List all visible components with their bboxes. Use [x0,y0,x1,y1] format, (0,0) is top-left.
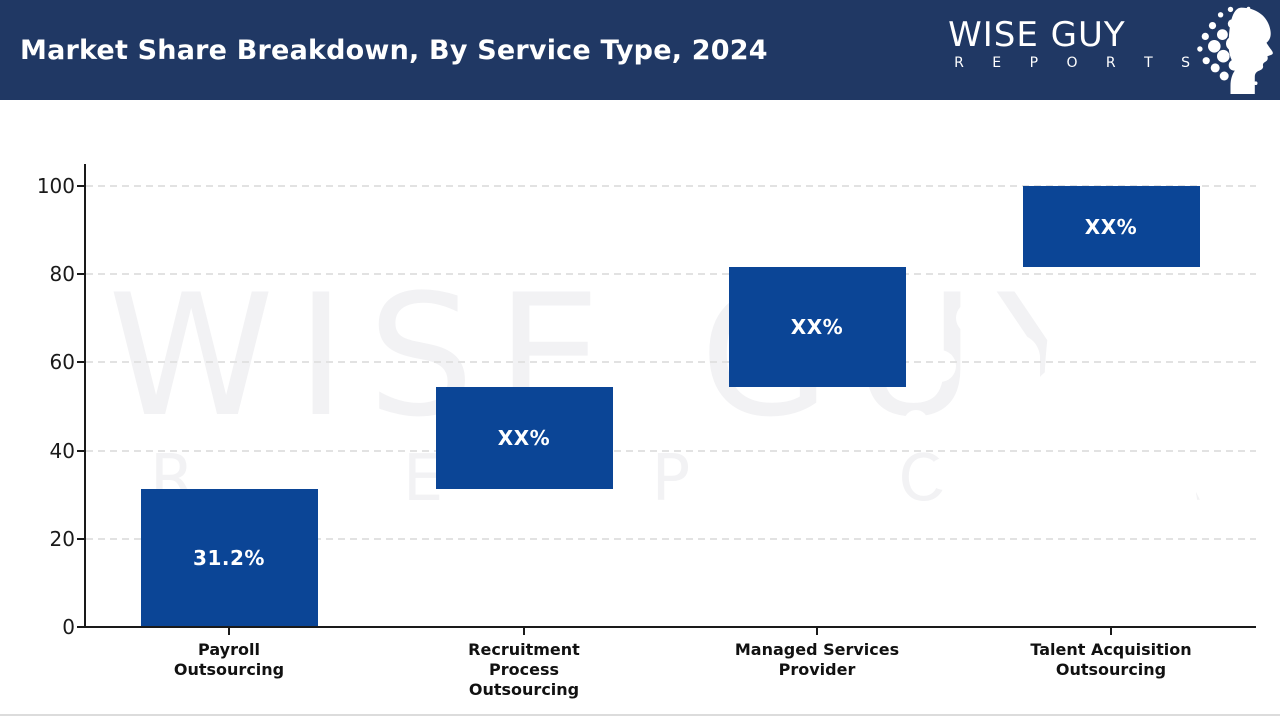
x-axis [84,626,1256,628]
x-tick-mark [1110,627,1112,635]
logo-wordmark: WISE GUY [948,15,1126,55]
y-tick-mark [77,537,84,540]
x-category-label-line: Outsourcing [1055,660,1167,679]
logo-subtitle: R E P O R T S [954,55,1202,71]
y-tick-label: 40 [49,438,75,463]
y-tick-mark [77,361,84,364]
x-category-label-line: Talent Acquisition [1030,640,1192,659]
x-category-label: Payroll Outsourcing [109,640,349,680]
x-category-label-line: Process [489,660,559,679]
y-tick-mark [77,626,84,628]
bar-segment: XX% [435,387,613,490]
bottom-divider [0,714,1280,716]
gridline [86,537,1256,540]
x-category-label-line: Managed Services [734,640,900,659]
logo-text: WISE GUY R E P O R T S [948,18,1202,71]
bar-value-label: XX% [1084,214,1138,239]
header-bar: Market Share Breakdown, By Service Type,… [0,0,1280,100]
bar-value-label: XX% [497,426,551,451]
y-tick-label: 60 [49,350,75,375]
bar-value-label: XX% [790,315,844,340]
bar-value-label: 31.2% [193,546,265,571]
x-category-label-line: Payroll [198,640,260,659]
head-profile-icon [1197,6,1273,94]
y-tick-label: 20 [49,526,75,551]
y-tick-mark [77,185,84,187]
gridline [86,185,1256,187]
x-tick-mark [523,627,525,635]
chart-title: Market Share Breakdown, By Service Type,… [20,34,768,66]
x-category-label-line: Outsourcing [468,680,580,699]
x-category-label: Managed Services Provider [697,640,937,680]
y-tick-label: 0 [62,615,75,639]
y-tick-label: 100 [36,174,75,198]
x-category-label: Recruitment Process Outsourcing [404,640,644,700]
y-tick-label: 80 [49,262,75,287]
bar-segment: 31.2% [140,489,318,627]
x-tick-mark [816,627,818,635]
gridline [86,449,1256,452]
y-tick-mark [77,449,84,452]
y-tick-mark [77,273,84,276]
bar-segment: XX% [1022,186,1200,268]
x-tick-mark [228,627,230,635]
gridline [86,273,1256,276]
x-category-label-line: Provider [778,660,856,679]
y-axis [84,164,86,628]
x-category-label: Talent Acquisition Outsourcing [991,640,1231,680]
x-category-label-line: Outsourcing [173,660,285,679]
wise-guy-logo: WISE GUY R E P O R T S [948,4,1278,94]
x-category-label-line: Recruitment [468,640,580,659]
bar-segment: XX% [728,267,906,388]
gridline [86,361,1256,364]
